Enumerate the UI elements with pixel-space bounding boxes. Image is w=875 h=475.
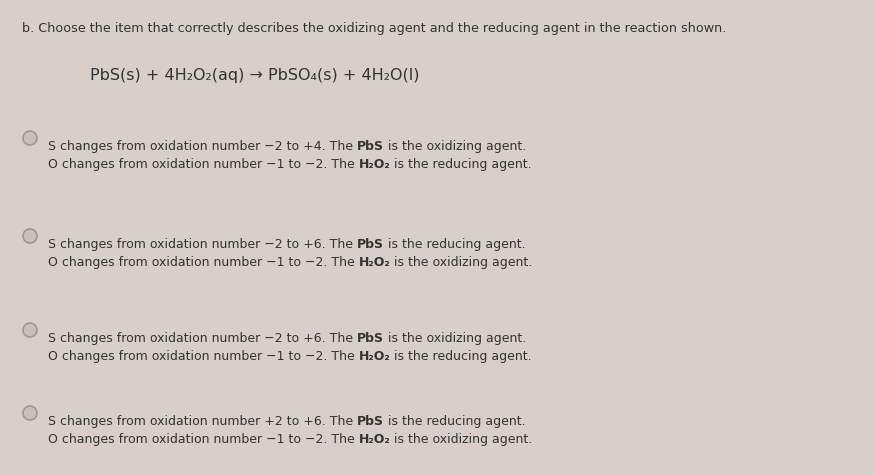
Text: is the oxidizing agent.: is the oxidizing agent. — [390, 256, 533, 269]
Circle shape — [24, 132, 36, 144]
Text: S changes from oxidation number −2 to +6. The: S changes from oxidation number −2 to +6… — [48, 238, 357, 251]
Text: O changes from oxidation number −1 to −2. The: O changes from oxidation number −1 to −2… — [48, 350, 359, 363]
Circle shape — [24, 230, 36, 242]
Text: PbS: PbS — [357, 415, 384, 428]
Text: O changes from oxidation number −1 to −2. The: O changes from oxidation number −1 to −2… — [48, 433, 359, 446]
Text: PbS(s) + 4H₂O₂(aq) → PbSO₄(s) + 4H₂O(l): PbS(s) + 4H₂O₂(aq) → PbSO₄(s) + 4H₂O(l) — [90, 68, 419, 83]
Circle shape — [24, 324, 36, 336]
Text: is the oxidizing agent.: is the oxidizing agent. — [384, 332, 526, 345]
Text: S changes from oxidation number +2 to +6. The: S changes from oxidation number +2 to +6… — [48, 415, 357, 428]
Text: PbS: PbS — [357, 238, 384, 251]
Text: b. Choose the item that correctly describes the oxidizing agent and the reducing: b. Choose the item that correctly descri… — [22, 22, 726, 35]
Text: is the oxidizing agent.: is the oxidizing agent. — [390, 433, 533, 446]
Text: S changes from oxidation number −2 to +4. The: S changes from oxidation number −2 to +4… — [48, 140, 357, 153]
Text: PbS: PbS — [357, 332, 384, 345]
Text: is the reducing agent.: is the reducing agent. — [384, 238, 526, 251]
Text: is the oxidizing agent.: is the oxidizing agent. — [384, 140, 526, 153]
Circle shape — [24, 407, 36, 419]
Text: H₂O₂: H₂O₂ — [359, 433, 390, 446]
Text: H₂O₂: H₂O₂ — [359, 350, 390, 363]
Text: is the reducing agent.: is the reducing agent. — [384, 415, 526, 428]
Text: is the reducing agent.: is the reducing agent. — [390, 158, 532, 171]
Text: S changes from oxidation number −2 to +6. The: S changes from oxidation number −2 to +6… — [48, 332, 357, 345]
Text: O changes from oxidation number −1 to −2. The: O changes from oxidation number −1 to −2… — [48, 256, 359, 269]
Text: PbS: PbS — [357, 140, 384, 153]
Text: O changes from oxidation number −1 to −2. The: O changes from oxidation number −1 to −2… — [48, 158, 359, 171]
Text: H₂O₂: H₂O₂ — [359, 158, 390, 171]
Text: is the reducing agent.: is the reducing agent. — [390, 350, 532, 363]
Text: H₂O₂: H₂O₂ — [359, 256, 390, 269]
